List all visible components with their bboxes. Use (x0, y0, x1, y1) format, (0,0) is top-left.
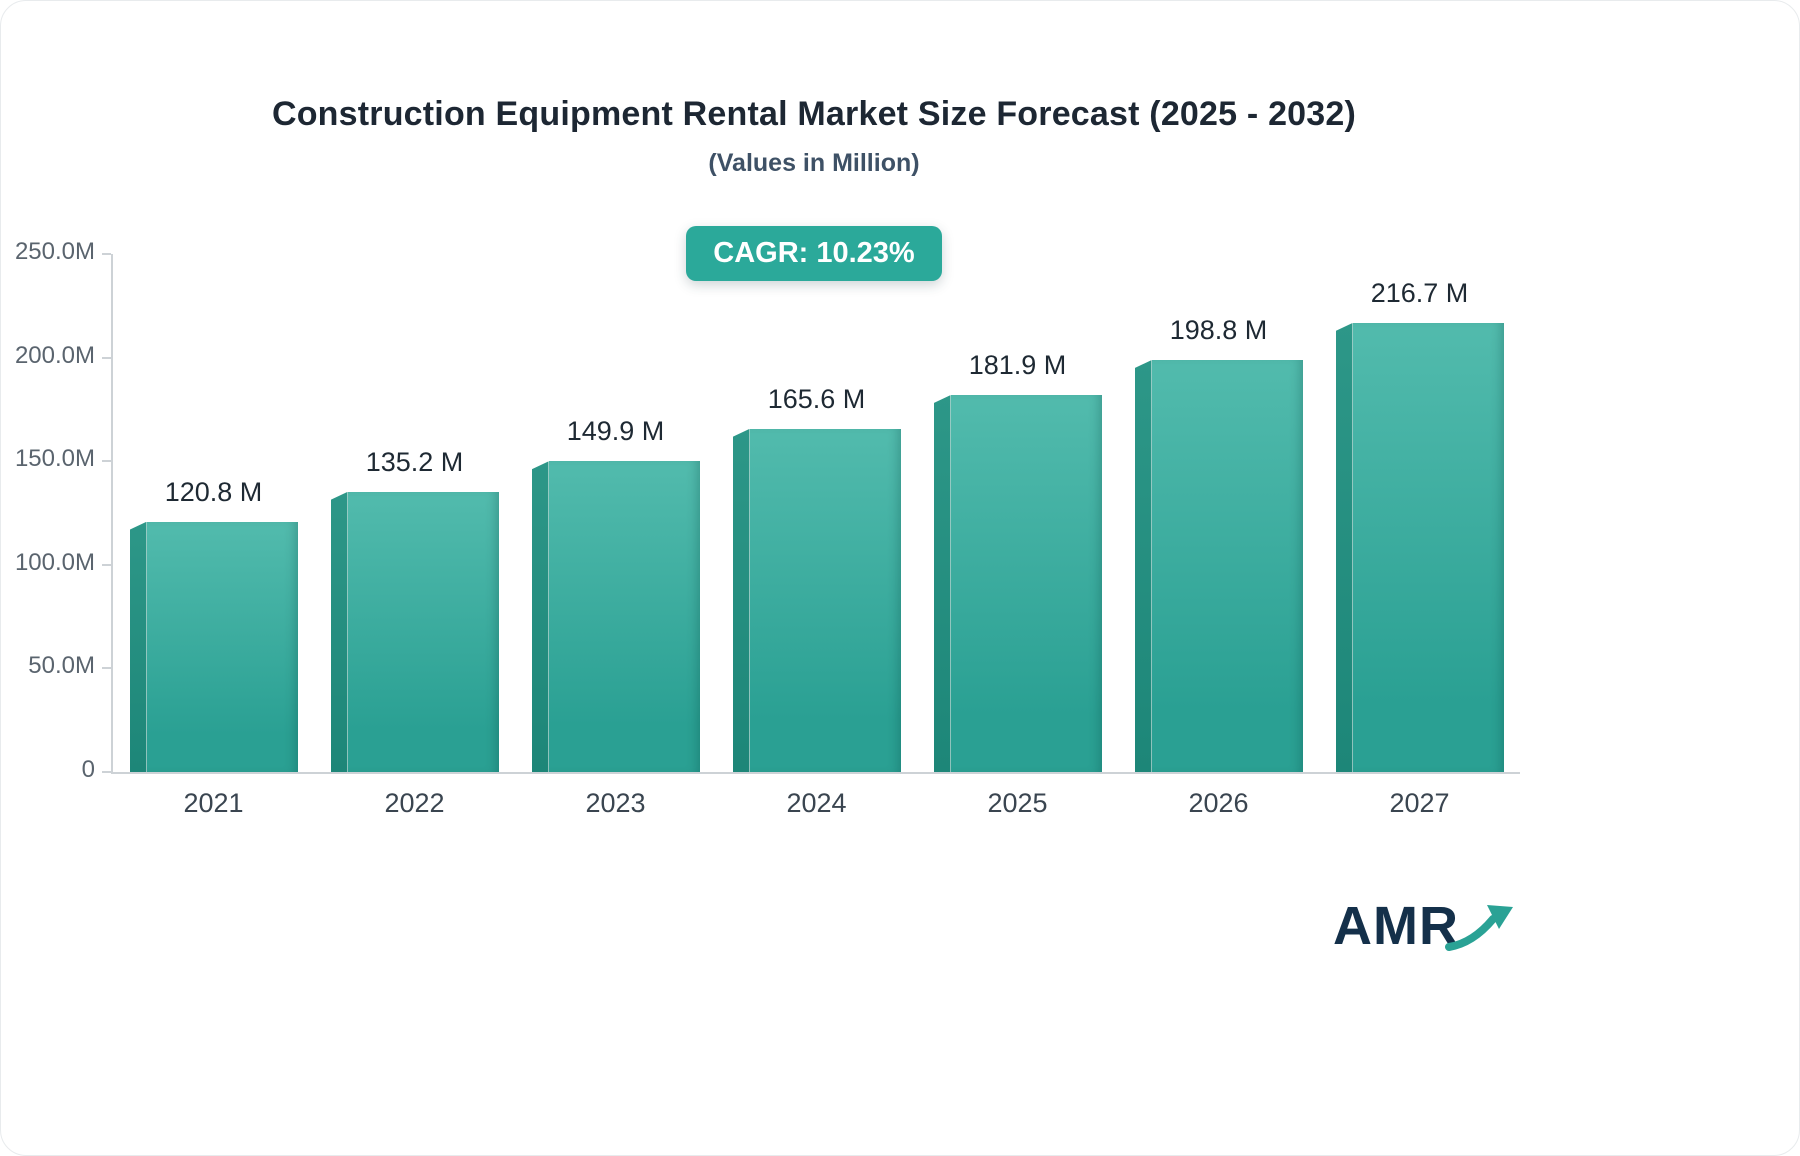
y-axis-tick-mark (102, 356, 111, 359)
y-axis-tick-mark (102, 771, 111, 773)
bar-group-2027: 216.7 M 2027 (1319, 254, 1520, 818)
bar-side-face (933, 395, 951, 772)
bar-group-2022: 135.2 M 2022 (314, 254, 515, 818)
y-axis-tick-mark (102, 563, 111, 566)
bar-group-2021: 120.8 M 2021 (113, 254, 314, 818)
bar-front-face (950, 395, 1102, 772)
bar-side-face (732, 428, 750, 772)
bar-value-label: 181.9 M (968, 350, 1067, 381)
x-axis-line (111, 772, 1520, 774)
plot-area: 120.8 M 2021 135.2 M 2022 149.9 M 2023 165.6 M… (113, 254, 1520, 818)
y-axis-tick-label: 150.0M (14, 445, 95, 473)
bar-2026 (1134, 360, 1303, 772)
bar-front-face (146, 521, 298, 772)
y-axis-tick-label: 50.0M (28, 652, 95, 680)
logo-growth-arrow-icon (1445, 905, 1513, 951)
x-axis-label: 2021 (183, 788, 244, 818)
bar-group-2023: 149.9 M 2023 (515, 254, 716, 818)
bar-2024 (732, 428, 901, 772)
bar-value-label: 165.6 M (767, 383, 866, 414)
bar-front-face (749, 428, 901, 772)
amr-logo-text: AMR (1333, 896, 1459, 956)
y-axis-tick-mark (102, 253, 111, 255)
y-axis: 0 50.0M 100.0M 150.0M 200.0M 250.0M (15, 238, 1520, 783)
bar-group-2026: 198.8 M 2026 (1118, 254, 1319, 818)
bar-front-face (1352, 323, 1504, 772)
x-axis-label: 2024 (786, 788, 847, 818)
cagr-badge: CAGR: 10.23% (686, 226, 942, 281)
y-axis-tick-label: 0 (81, 756, 95, 783)
cagr-badge-band: CAGR: 10.23% (1, 226, 1627, 281)
x-axis-label: 2027 (1389, 788, 1450, 818)
y-axis-tick-mark (102, 460, 111, 463)
bar-2027 (1335, 323, 1504, 772)
bar-side-face (129, 521, 147, 772)
bar-side-face (1335, 323, 1353, 772)
amr-logo: AMR (1333, 895, 1523, 971)
chart-title: Construction Equipment Rental Market Siz… (271, 95, 1357, 133)
bar-2022 (330, 491, 499, 772)
bar-chart: 0 50.0M 100.0M 150.0M 200.0M 250.0M 120.8 M 20… (15, 238, 1520, 818)
bar-value-label: 135.2 M (365, 446, 464, 477)
bar-2023 (531, 461, 700, 772)
bar-side-face (531, 461, 549, 772)
x-axis-label: 2026 (1188, 788, 1249, 818)
bar-group-2024: 165.6 M 2024 (716, 254, 917, 818)
bar-side-face (330, 491, 348, 772)
bar-side-face (1134, 360, 1152, 772)
bar-value-label: 216.7 M (1370, 278, 1469, 308)
bar-front-face (1151, 360, 1303, 772)
bar-2021 (129, 521, 298, 772)
bar-value-label: 198.8 M (1169, 315, 1268, 346)
bar-front-face (347, 491, 499, 772)
y-axis-tick-label: 100.0M (14, 548, 95, 576)
x-axis-label: 2022 (384, 788, 445, 818)
bar-value-label: 149.9 M (566, 416, 665, 447)
chart-subtitle: (Values in Million) (708, 149, 920, 177)
y-axis-tick-label: 250.0M (14, 238, 95, 265)
bar-2025 (933, 395, 1102, 772)
bar-front-face (548, 461, 700, 772)
bar-group-2025: 181.9 M 2025 (917, 254, 1118, 818)
y-axis-tick-label: 200.0M (14, 341, 95, 369)
y-axis-tick-mark (102, 667, 111, 670)
x-axis-label: 2023 (585, 788, 646, 818)
bar-value-label: 120.8 M (164, 476, 263, 507)
x-axis-label: 2025 (987, 788, 1048, 818)
